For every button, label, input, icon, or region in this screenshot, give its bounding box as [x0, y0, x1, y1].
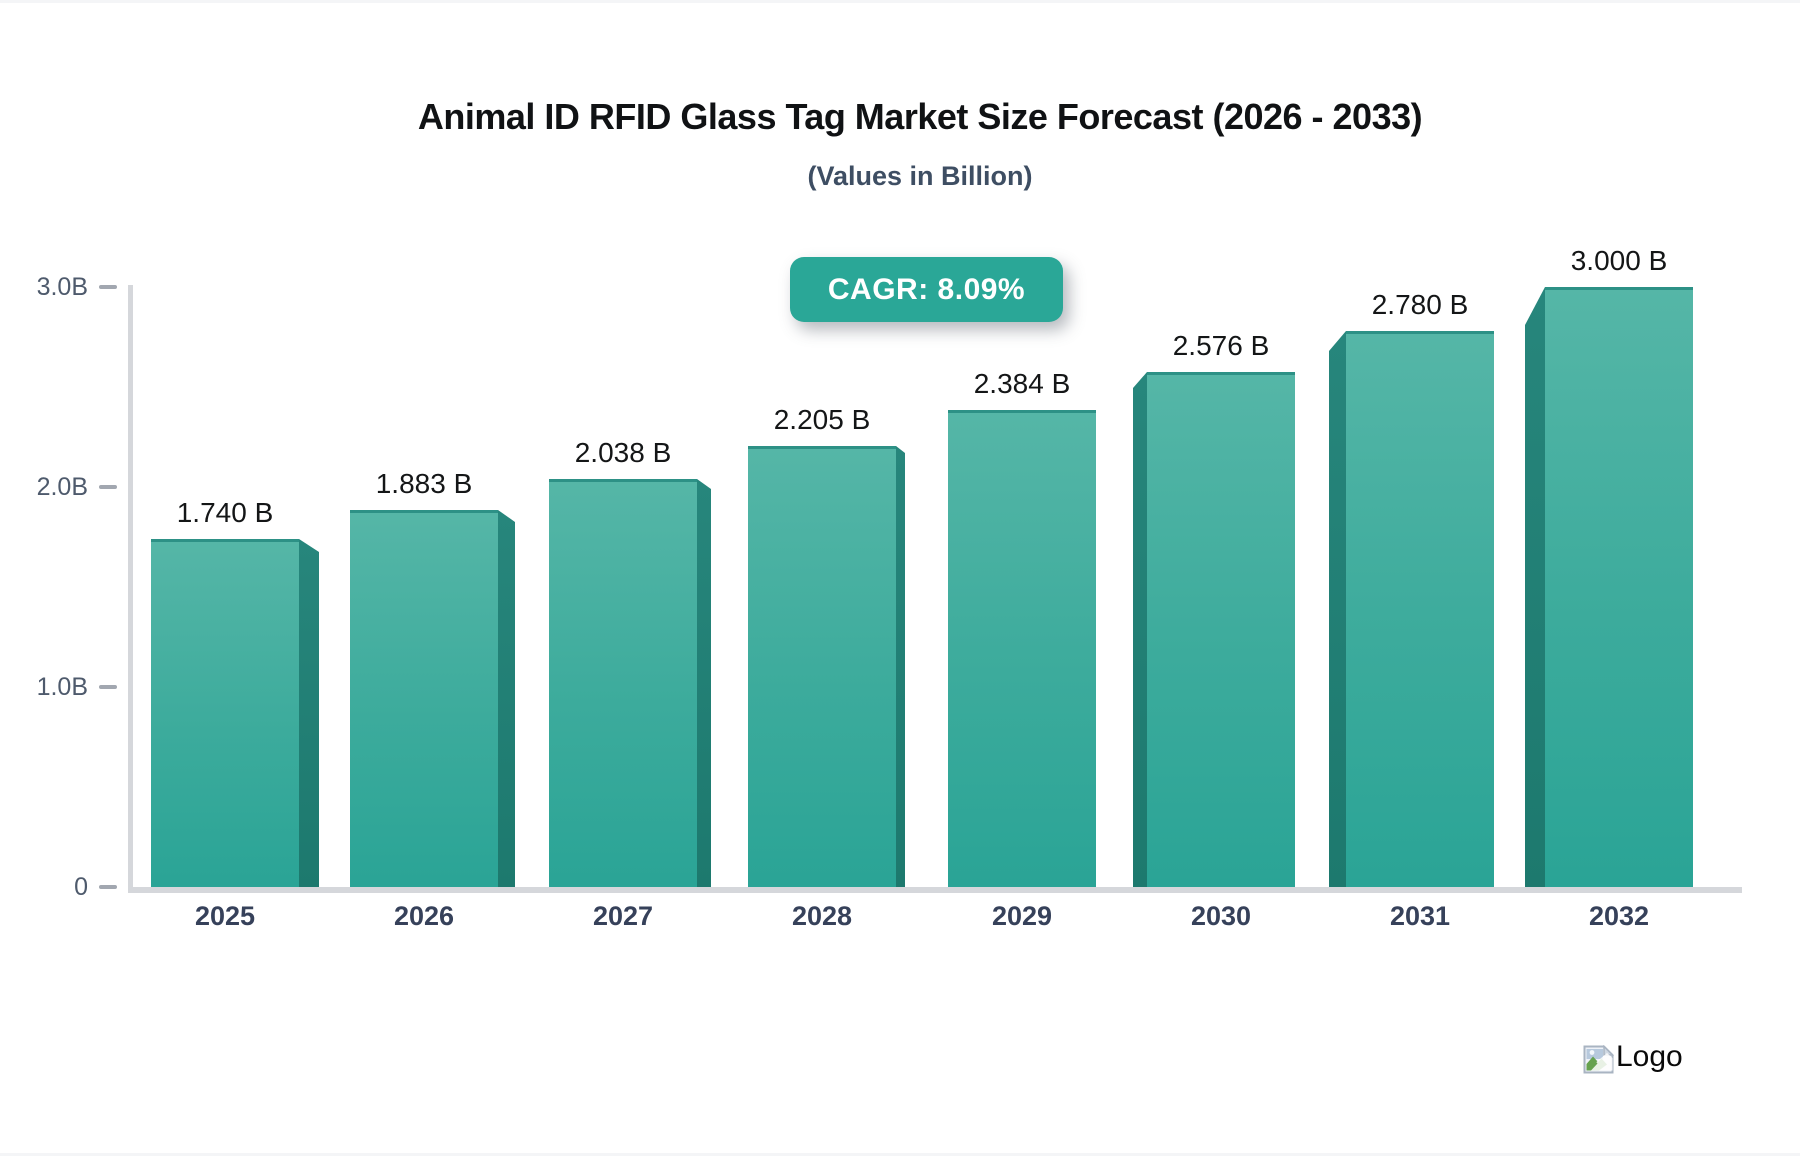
chart-title: Animal ID RFID Glass Tag Market Size For… — [417, 96, 1423, 137]
x-tick-label-2027: 2027 — [592, 901, 654, 931]
bar-value-label-2030: 2.576 B — [1172, 330, 1270, 361]
bar-value-label-2029: 2.384 B — [973, 368, 1071, 399]
y-tick-label-0: 0 — [74, 873, 88, 901]
page-bottom-edge — [0, 1153, 1800, 1156]
bar-side-2025 — [299, 539, 319, 887]
y-tick-label-1.0B: 1.0B — [36, 673, 88, 701]
x-tick-label-2029: 2029 — [991, 901, 1053, 931]
bar-value-label-2026: 1.883 B — [375, 468, 473, 499]
bar-side-2026 — [498, 510, 515, 887]
y-tick-mark — [99, 685, 117, 689]
bar-side-2028 — [896, 446, 905, 887]
bar-side-2027 — [697, 479, 711, 887]
chart-subtitle: (Values in Billion) — [807, 161, 1033, 191]
y-tick-mark — [99, 285, 117, 289]
bar-2029 — [948, 410, 1096, 887]
x-axis-line — [128, 887, 1742, 893]
broken-image-icon — [1583, 1045, 1614, 1074]
bar-value-label-2028: 2.205 B — [773, 404, 871, 435]
y-tick-mark — [99, 885, 117, 889]
bar-2025 — [151, 539, 299, 887]
page-top-edge — [0, 0, 1800, 3]
bar-2028 — [748, 446, 896, 887]
x-tick-label-2031: 2031 — [1389, 901, 1451, 931]
bar-2030 — [1147, 372, 1295, 887]
bar-side-2031 — [1329, 331, 1346, 887]
bar-2027 — [549, 479, 697, 887]
bar-side-2032 — [1525, 287, 1545, 887]
y-axis-line — [128, 285, 133, 891]
x-tick-label-2030: 2030 — [1190, 901, 1252, 931]
bar-2032 — [1545, 287, 1693, 887]
x-tick-label-2025: 2025 — [194, 901, 256, 931]
bar-2031 — [1346, 331, 1494, 887]
y-tick-mark — [99, 485, 117, 489]
x-tick-label-2032: 2032 — [1588, 901, 1650, 931]
cagr-badge-label: CAGR: 8.09% — [827, 272, 1026, 306]
bar-value-label-2032: 3.000 B — [1570, 245, 1668, 276]
bar-value-label-2027: 2.038 B — [574, 437, 672, 468]
bar-2026 — [350, 510, 498, 887]
bar-value-label-2031: 2.780 B — [1371, 289, 1469, 320]
bar-side-2030 — [1133, 372, 1147, 887]
y-tick-label-2.0B: 2.0B — [36, 473, 88, 501]
cagr-badge: CAGR: 8.09% — [790, 257, 1063, 322]
logo: Logo — [1583, 1040, 1683, 1074]
x-tick-label-2026: 2026 — [393, 901, 455, 931]
x-tick-label-2028: 2028 — [791, 901, 853, 931]
logo-text: Logo — [1616, 1040, 1683, 1073]
y-tick-label-3.0B: 3.0B — [36, 273, 88, 301]
bar-value-label-2025: 1.740 B — [176, 497, 274, 528]
